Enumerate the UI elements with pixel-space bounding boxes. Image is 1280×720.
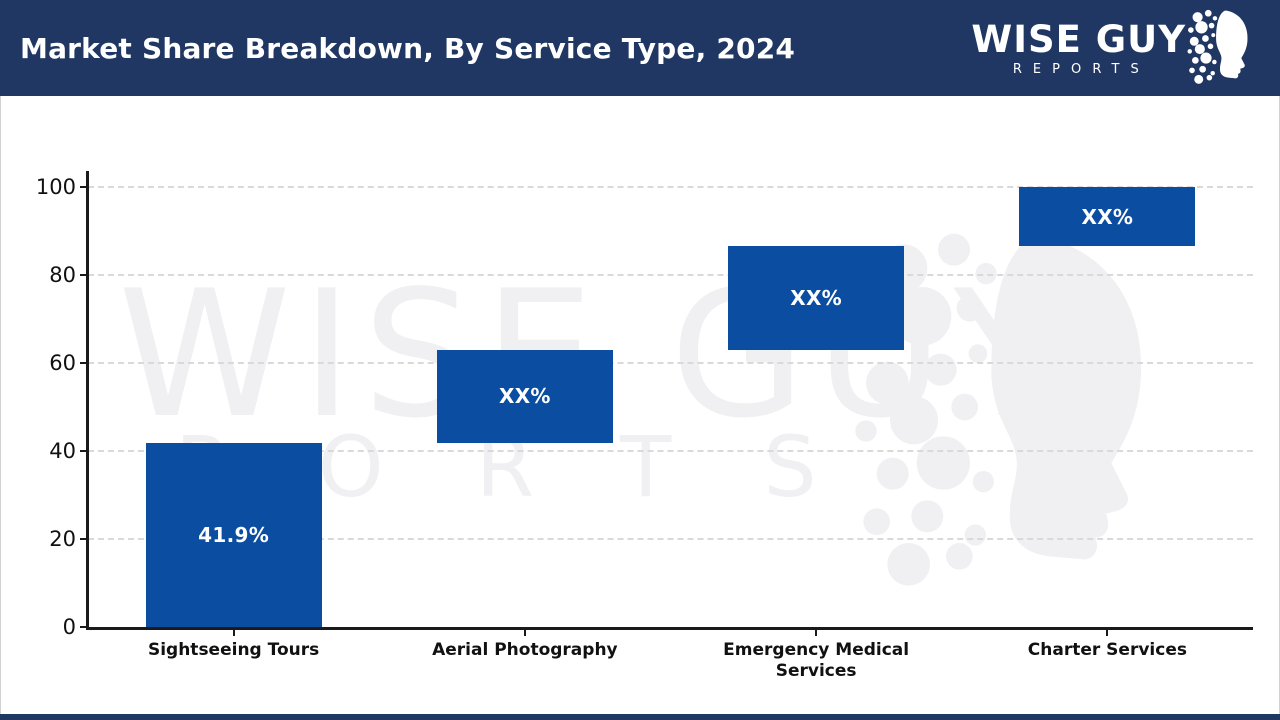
gridline-100 — [88, 186, 1253, 188]
y-axis-line — [86, 171, 89, 629]
y-tick-label-40: 40 — [49, 439, 76, 463]
page-title: Market Share Breakdown, By Service Type,… — [20, 31, 796, 65]
bar-value-label-1: 41.9% — [198, 522, 270, 547]
y-tick-mark-60 — [80, 362, 88, 364]
x-tick-mark-2 — [523, 629, 526, 636]
gridline-20 — [88, 538, 1253, 540]
gridline-80 — [88, 274, 1253, 276]
y-tick-label-80: 80 — [49, 263, 76, 287]
logo-text: WISE GUY REPORTS — [971, 21, 1186, 76]
bar-1: 41.9% — [145, 442, 322, 627]
x-tick-mark-1 — [232, 629, 235, 636]
gridline-40 — [88, 450, 1253, 452]
logo-head-icon — [1187, 9, 1248, 84]
y-tick-mark-40 — [80, 450, 88, 452]
y-tick-label-20: 20 — [49, 527, 76, 551]
y-tick-label-60: 60 — [49, 351, 76, 375]
y-tick-mark-0 — [80, 626, 88, 628]
y-tick-label-100: 100 — [35, 175, 76, 199]
header-band: Market Share Breakdown, By Service Type,… — [0, 0, 1280, 96]
bar-4: XX% — [1019, 187, 1196, 247]
x-tick-mark-4 — [1106, 629, 1109, 636]
y-tick-mark-80 — [80, 274, 88, 276]
x-axis-line — [86, 627, 1253, 630]
x-category-label-2: Aerial Photography — [432, 640, 618, 660]
bar-value-label-4: XX% — [1081, 204, 1134, 229]
bar-3: XX% — [728, 246, 905, 351]
x-tick-mark-3 — [815, 629, 818, 636]
x-category-label-3: Emergency Medical Services — [723, 640, 910, 682]
y-tick-mark-20 — [80, 538, 88, 540]
logo-wordmark: WISE GUY — [971, 17, 1186, 61]
bar-value-label-3: XX% — [790, 286, 843, 311]
x-category-label-1: Sightseeing Tours — [147, 640, 320, 660]
gridline-60 — [88, 362, 1253, 364]
x-category-label-4: Charter Services — [1027, 640, 1187, 660]
bar-2: XX% — [436, 350, 613, 443]
wise-guy-logo: WISE GUY REPORTS — [971, 6, 1280, 90]
logo-subtitle: REPORTS — [1012, 61, 1150, 77]
y-tick-label-0: 0 — [62, 615, 76, 639]
footer-strip — [0, 714, 1280, 720]
bar-value-label-2: XX% — [498, 384, 551, 409]
y-tick-mark-100 — [80, 186, 88, 188]
